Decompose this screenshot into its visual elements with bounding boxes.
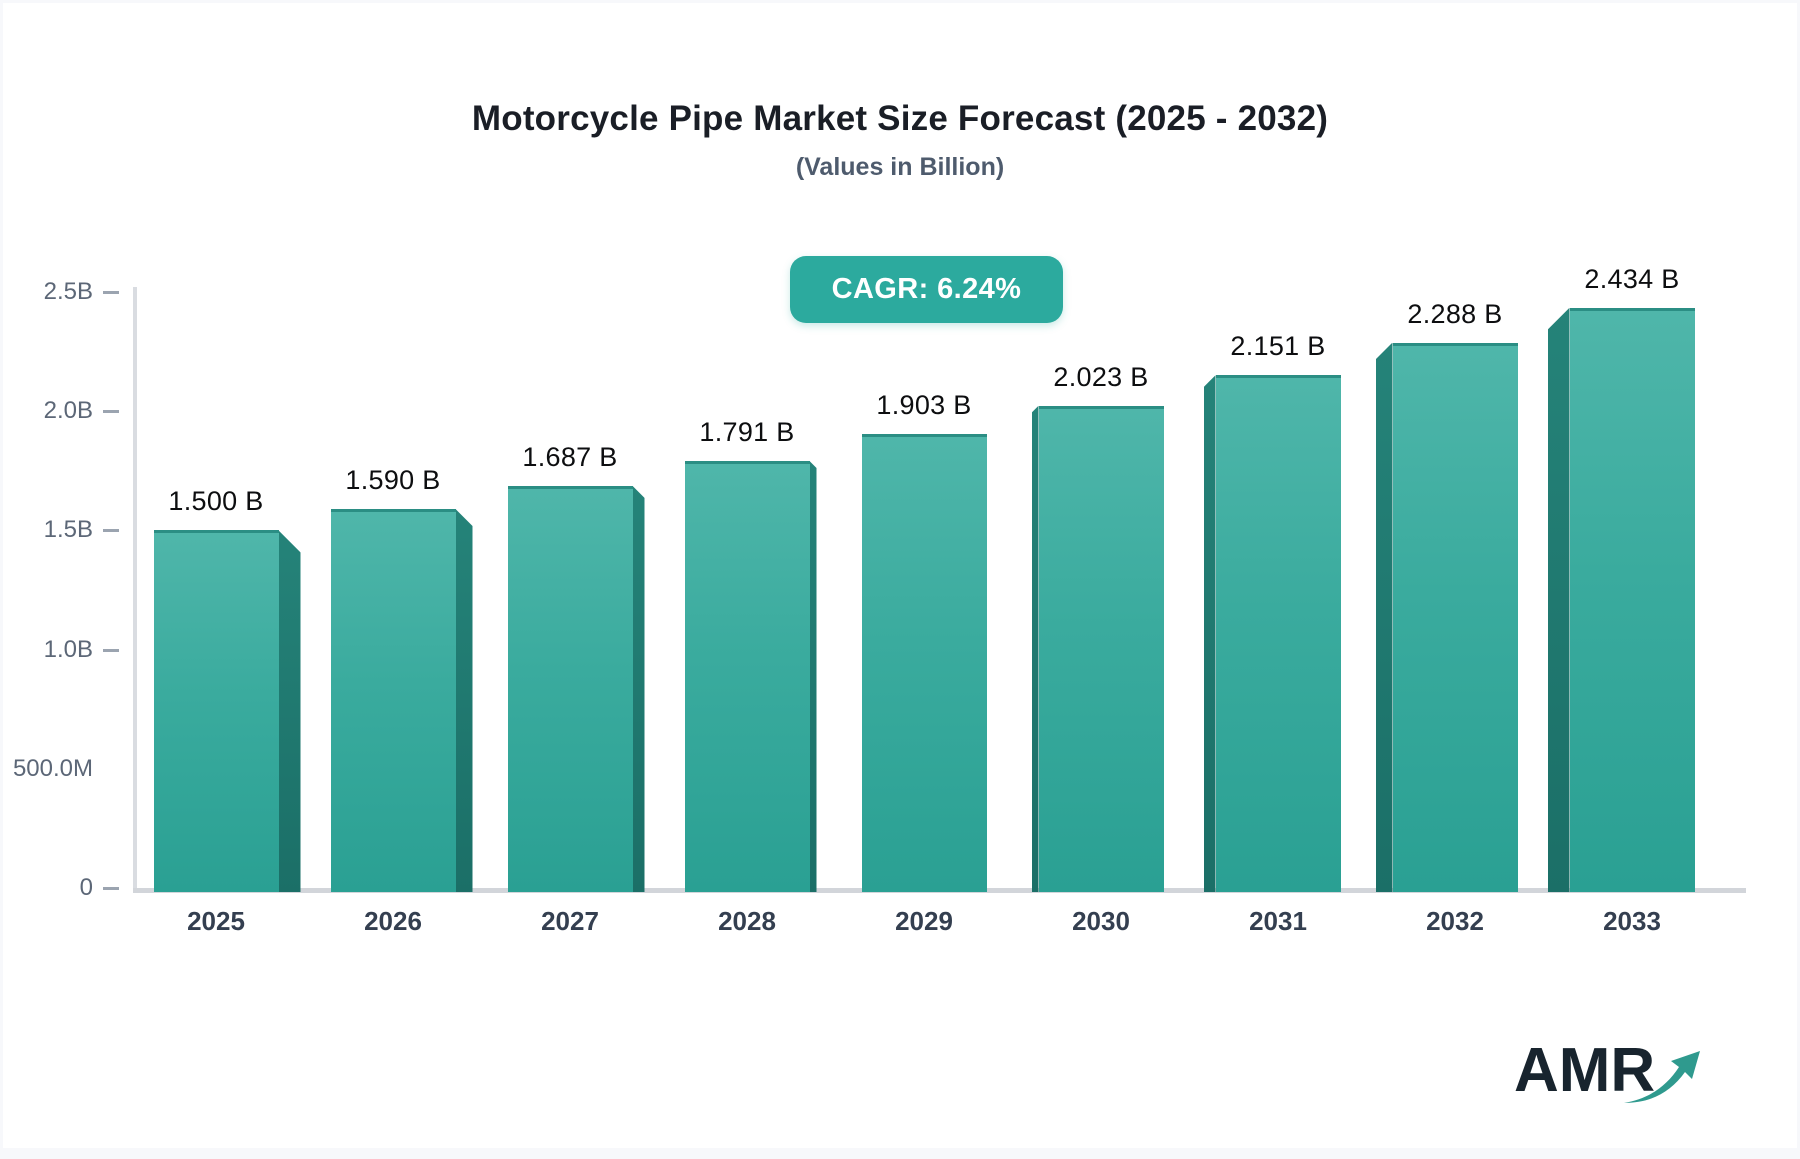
x-axis-label: 2032 bbox=[1426, 906, 1484, 936]
bar-2028 bbox=[684, 461, 810, 892]
bar-2027 bbox=[507, 485, 633, 892]
bar-value-label: 1.590 B bbox=[345, 464, 441, 495]
x-axis-label: 2029 bbox=[895, 906, 953, 936]
bar-chart: 2.5B 2.0B 1.5B 1.0B 500.0M 0 1.500 B 2025 1.590 … bbox=[3, 3, 1800, 1159]
bar-3d-side-2032 bbox=[1375, 342, 1393, 892]
bar-value-label: 1.687 B bbox=[522, 441, 618, 472]
bar-2029 bbox=[861, 434, 987, 892]
x-axis-label: 2026 bbox=[364, 906, 422, 936]
x-axis-label: 2031 bbox=[1249, 906, 1307, 936]
amr-logo: AMR bbox=[1514, 1035, 1700, 1115]
bar-3d-side-2026 bbox=[455, 508, 473, 892]
bar-value-label: 2.023 B bbox=[1053, 361, 1149, 392]
bar-value-label: 1.903 B bbox=[876, 390, 972, 421]
bar-2033 bbox=[1569, 307, 1695, 892]
chart-title: Motorcycle Pipe Market Size Forecast (20… bbox=[471, 99, 1329, 138]
y-axis-tick bbox=[103, 648, 119, 652]
y-axis-tick bbox=[103, 410, 119, 414]
x-axis-label: 2025 bbox=[187, 906, 245, 936]
y-axis-tick bbox=[103, 529, 119, 533]
bar-value-label: 1.791 B bbox=[699, 417, 795, 448]
y-axis-label: 0 bbox=[79, 874, 93, 901]
x-axis-label: 2033 bbox=[1603, 906, 1661, 936]
y-axis-tick bbox=[103, 887, 119, 890]
chart-subtitle: (Values in Billion) bbox=[795, 153, 1005, 181]
bar-3d-side-2028 bbox=[809, 461, 817, 892]
y-axis-label: 500.0M bbox=[12, 754, 93, 782]
bar-value-label: 2.151 B bbox=[1230, 331, 1326, 362]
bar-value-label: 2.288 B bbox=[1407, 298, 1503, 329]
x-axis-label: 2027 bbox=[541, 906, 599, 936]
bar-2026 bbox=[330, 508, 456, 892]
y-axis-line bbox=[133, 287, 137, 892]
cagr-badge-label: CAGR: 6.24% bbox=[831, 273, 1022, 305]
y-axis-label: 1.0B bbox=[43, 635, 93, 663]
x-axis-label: 2030 bbox=[1072, 906, 1130, 936]
y-axis-label: 2.0B bbox=[43, 397, 93, 425]
amr-logo-text: AMR bbox=[1514, 1036, 1656, 1105]
bar-2025 bbox=[153, 530, 279, 892]
y-axis-label: 2.5B bbox=[43, 278, 93, 305]
cagr-badge: CAGR: 6.24% bbox=[790, 256, 1063, 323]
bar-3d-side-2025 bbox=[278, 530, 301, 892]
bar-2030 bbox=[1038, 405, 1164, 892]
y-axis-tick bbox=[103, 291, 119, 294]
bar-value-label: 1.500 B bbox=[168, 486, 264, 517]
bar-3d-side-2030 bbox=[1031, 405, 1039, 892]
bar-3d-side-2027 bbox=[632, 485, 645, 892]
bar-2031 bbox=[1215, 375, 1341, 892]
bar-3d-side-2033 bbox=[1547, 307, 1570, 892]
growth-arrow-icon bbox=[1624, 1051, 1700, 1103]
chart-card: Motorcycle Pipe Market Size Forecast (20… bbox=[3, 3, 1797, 1148]
bar-2032 bbox=[1392, 342, 1518, 892]
bar-3d-side-2031 bbox=[1203, 375, 1216, 892]
x-axis-label: 2028 bbox=[718, 906, 776, 936]
bar-value-label: 2.434 B bbox=[1584, 263, 1680, 294]
y-axis-label: 1.5B bbox=[43, 516, 93, 544]
